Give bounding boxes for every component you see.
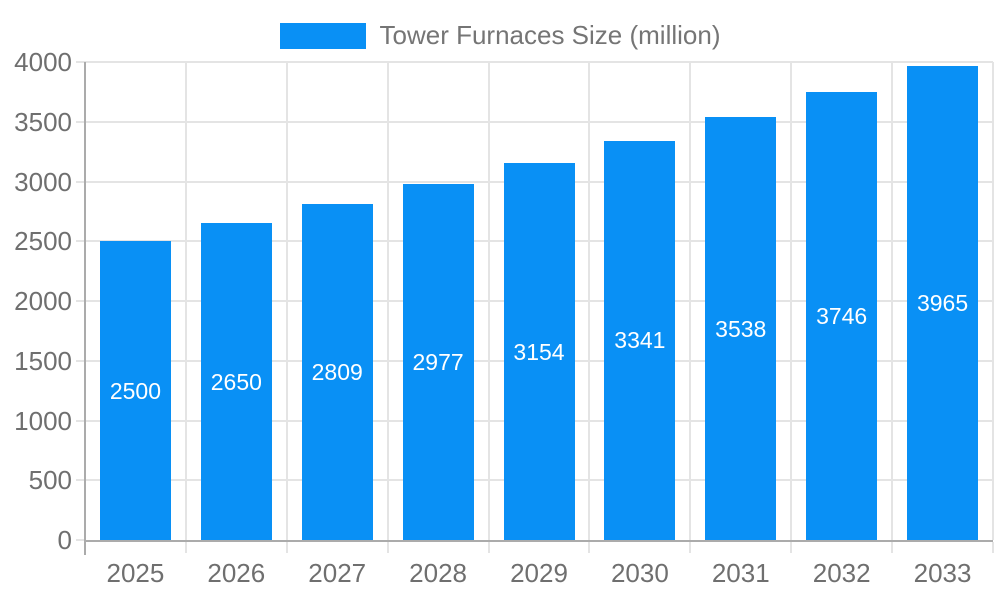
y-tick (76, 539, 85, 541)
v-gridline (285, 62, 288, 540)
bar-2026[interactable] (200, 223, 272, 540)
x-tick-label: 2029 (510, 558, 568, 588)
x-tick-label: 2028 (409, 558, 468, 588)
v-gridline (487, 62, 490, 540)
legend-item-tower-furnaces[interactable]: Tower Furnaces Size (million) (279, 20, 721, 51)
y-tick (76, 300, 85, 302)
bar-value-label: 3154 (513, 338, 565, 365)
x-tick-label: 2025 (106, 558, 165, 588)
bar-2028[interactable] (402, 184, 474, 540)
y-tick (76, 359, 85, 362)
bar-2031[interactable] (705, 117, 777, 540)
v-gridline (588, 62, 591, 540)
x-tick-label: 2027 (308, 558, 367, 588)
y-tick (76, 61, 85, 63)
y-tick-label: 0 (57, 525, 72, 555)
x-tick-label: 2026 (207, 558, 266, 588)
y-tick (76, 479, 85, 482)
x-tick (184, 542, 187, 553)
bar-2033[interactable] (907, 66, 979, 540)
y-tick (76, 419, 85, 422)
bar-value-label: 2809 (311, 359, 363, 386)
y-tick (76, 120, 85, 123)
x-tick (891, 542, 894, 553)
bar-value-label: 2977 (412, 349, 464, 376)
y-tick-label: 1000 (14, 405, 72, 436)
x-tick (487, 542, 490, 553)
v-gridline (790, 62, 793, 540)
bar-value-label: 2650 (210, 368, 262, 395)
legend-swatch (279, 22, 366, 49)
x-tick (992, 542, 994, 553)
x-tick (588, 542, 591, 553)
bar-value-label: 3965 (916, 290, 969, 317)
x-tick-label: 2030 (610, 558, 669, 588)
h-gridline (85, 120, 993, 123)
y-tick-label: 1500 (14, 345, 72, 376)
y-tick-label: 2500 (14, 226, 72, 257)
y-tick (76, 240, 85, 243)
x-axis-line (84, 540, 993, 542)
bar-value-label: 3746 (816, 303, 868, 330)
bar-value-label: 2500 (109, 377, 162, 404)
bar-value-label: 3341 (614, 327, 666, 354)
x-tick (285, 542, 288, 553)
bar-value-label: 3538 (715, 315, 767, 342)
v-gridline (689, 62, 692, 540)
y-axis-line (84, 62, 86, 555)
x-tick (790, 542, 793, 553)
x-tick-label: 2031 (711, 558, 770, 588)
x-tick (689, 542, 692, 553)
bar-2030[interactable] (604, 140, 676, 540)
h-gridline (85, 61, 993, 63)
bar-2029[interactable] (503, 163, 575, 540)
chart-legend: Tower Furnaces Size (million) (0, 20, 1000, 51)
y-tick-label: 2000 (14, 286, 72, 316)
y-tick (76, 180, 85, 183)
y-tick-label: 3500 (14, 106, 72, 137)
bar-2032[interactable] (806, 92, 878, 540)
v-gridline (184, 62, 187, 540)
v-gridline (891, 62, 894, 540)
legend-label: Tower Furnaces Size (million) (379, 20, 721, 50)
x-tick-label: 2033 (913, 558, 972, 588)
y-tick-label: 500 (28, 465, 72, 496)
bar-2027[interactable] (301, 204, 373, 540)
bar-2025[interactable] (99, 241, 171, 540)
v-gridline (992, 62, 994, 540)
y-tick-label: 3000 (14, 166, 72, 197)
x-tick-label: 2032 (812, 558, 871, 588)
x-tick (386, 542, 389, 553)
v-gridline (386, 62, 389, 540)
y-tick-label: 4000 (14, 47, 72, 77)
